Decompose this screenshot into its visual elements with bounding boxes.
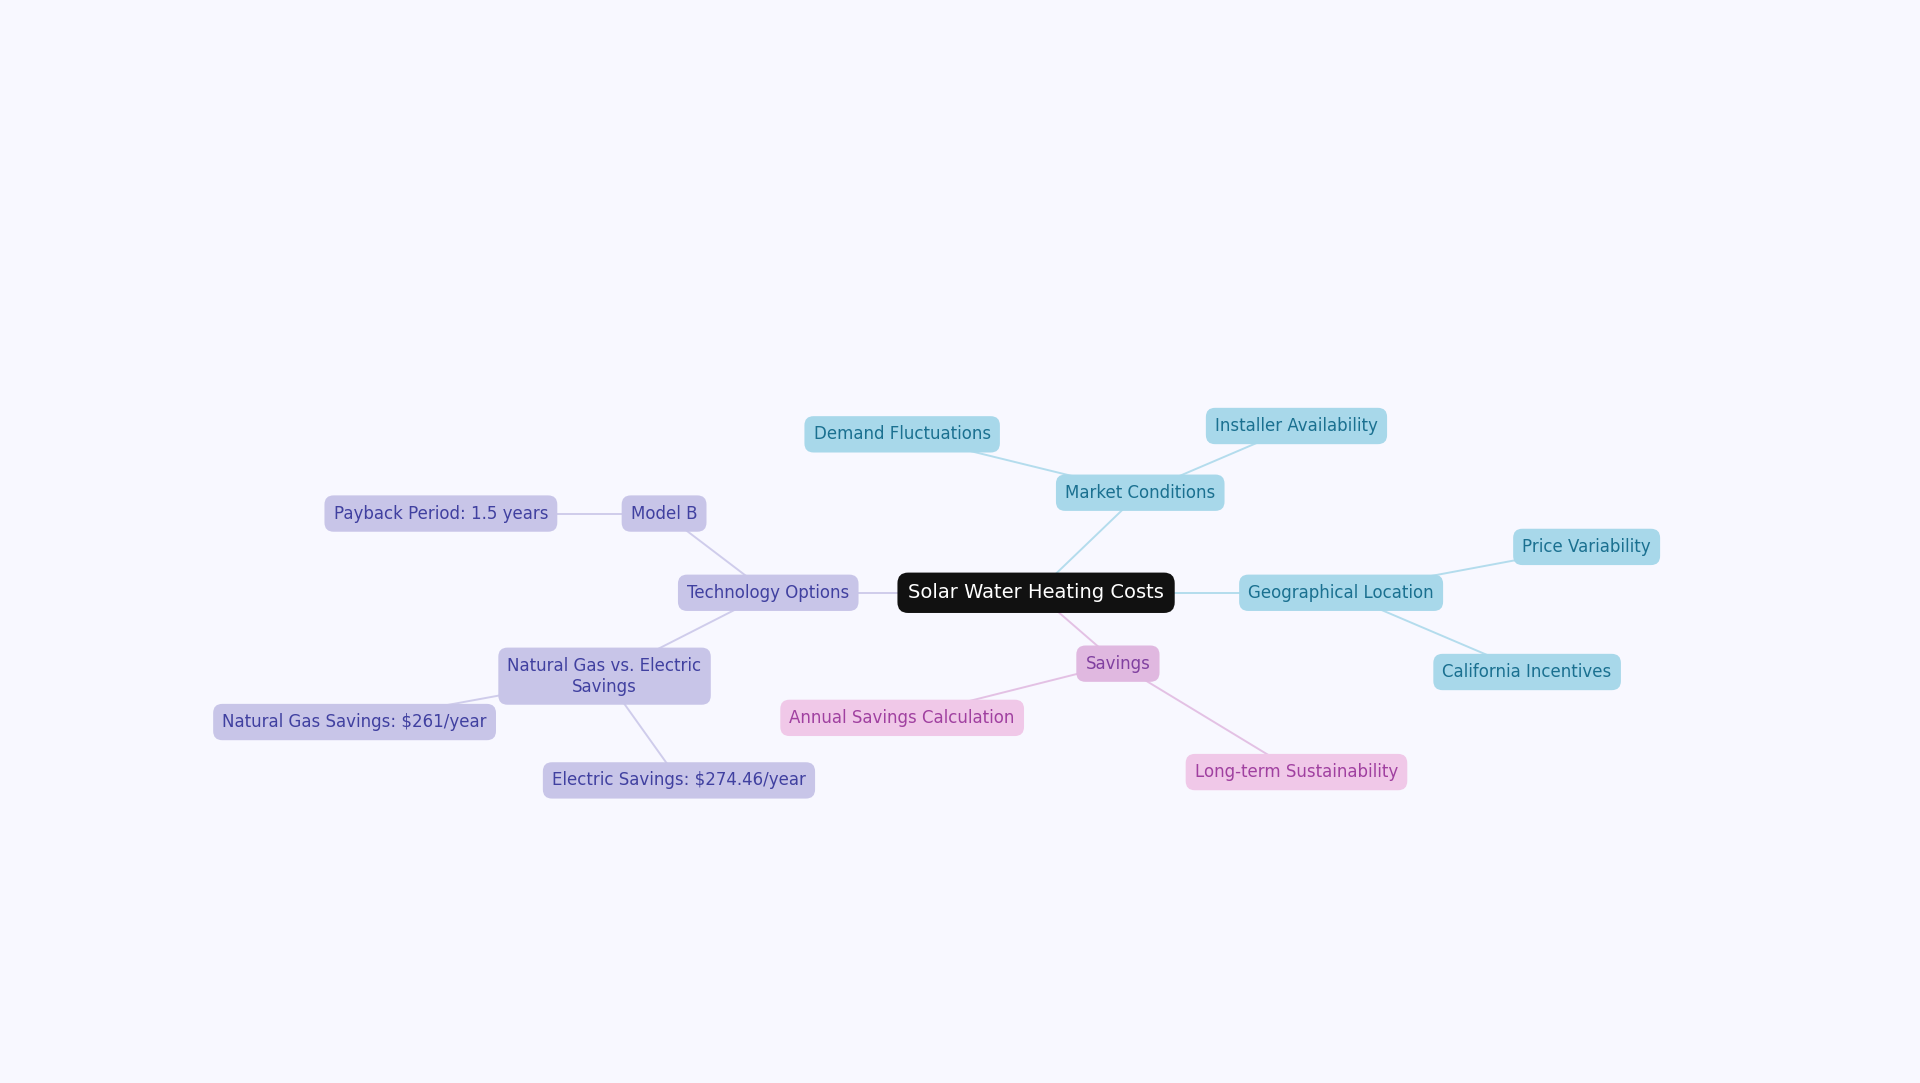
Text: Payback Period: 1.5 years: Payback Period: 1.5 years bbox=[334, 505, 547, 523]
Text: Price Variability: Price Variability bbox=[1523, 538, 1651, 556]
Text: Demand Fluctuations: Demand Fluctuations bbox=[814, 426, 991, 443]
Text: Annual Savings Calculation: Annual Savings Calculation bbox=[789, 709, 1016, 727]
Text: Solar Water Heating Costs: Solar Water Heating Costs bbox=[908, 584, 1164, 602]
Text: Technology Options: Technology Options bbox=[687, 584, 849, 602]
Text: Market Conditions: Market Conditions bbox=[1066, 484, 1215, 501]
Text: Model B: Model B bbox=[632, 505, 697, 523]
Text: Natural Gas vs. Electric
Savings: Natural Gas vs. Electric Savings bbox=[507, 656, 701, 695]
Text: Savings: Savings bbox=[1085, 654, 1150, 673]
Text: Electric Savings: $274.46/year: Electric Savings: $274.46/year bbox=[553, 771, 806, 790]
Text: Installer Availability: Installer Availability bbox=[1215, 417, 1379, 435]
Text: Natural Gas Savings: $261/year: Natural Gas Savings: $261/year bbox=[223, 713, 488, 731]
Text: Long-term Sustainability: Long-term Sustainability bbox=[1194, 764, 1398, 781]
Text: California Incentives: California Incentives bbox=[1442, 663, 1611, 681]
Text: Geographical Location: Geographical Location bbox=[1248, 584, 1434, 602]
